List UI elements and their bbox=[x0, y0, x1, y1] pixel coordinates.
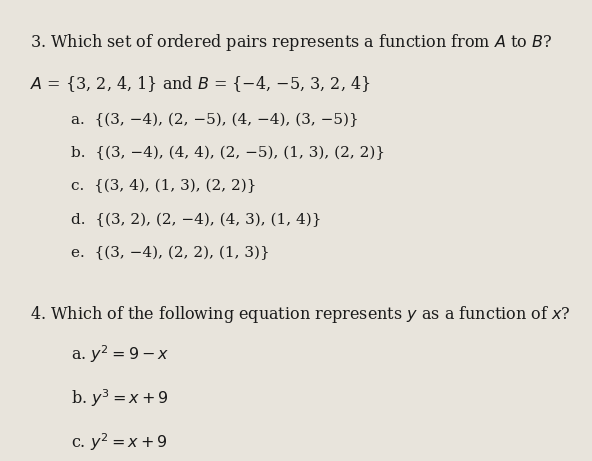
Text: b. $\mathit{y}^3 = \mathit{x} + 9$: b. $\mathit{y}^3 = \mathit{x} + 9$ bbox=[71, 387, 169, 409]
Text: a.  {(3, −4), (2, −5), (4, −4), (3, −5)}: a. {(3, −4), (2, −5), (4, −4), (3, −5)} bbox=[71, 113, 359, 127]
Text: d.  {(3, 2), (2, −4), (4, 3), (1, 4)}: d. {(3, 2), (2, −4), (4, 3), (1, 4)} bbox=[71, 213, 321, 227]
Text: 3. Which set of ordered pairs represents a function from $\it{A}$ to $\it{B}$?: 3. Which set of ordered pairs represents… bbox=[30, 32, 552, 53]
Text: $\it{A}$ = {3, 2, 4, 1} and $\it{B}$ = {−4, −5, 3, 2, 4}: $\it{A}$ = {3, 2, 4, 1} and $\it{B}$ = {… bbox=[30, 74, 370, 94]
Text: a. $\mathit{y}^2 = 9 - \mathit{x}$: a. $\mathit{y}^2 = 9 - \mathit{x}$ bbox=[71, 343, 169, 365]
Text: e.  {(3, −4), (2, 2), (1, 3)}: e. {(3, −4), (2, 2), (1, 3)} bbox=[71, 246, 270, 260]
Text: c. $\mathit{y}^2 = \mathit{x} + 9$: c. $\mathit{y}^2 = \mathit{x} + 9$ bbox=[71, 431, 168, 453]
Text: c.  {(3, 4), (1, 3), (2, 2)}: c. {(3, 4), (1, 3), (2, 2)} bbox=[71, 179, 256, 194]
Text: b.  {(3, −4), (4, 4), (2, −5), (1, 3), (2, 2)}: b. {(3, −4), (4, 4), (2, −5), (1, 3), (2… bbox=[71, 146, 385, 160]
Text: 4. Which of the following equation represents $\it{y}$ as a function of $\it{x}$: 4. Which of the following equation repre… bbox=[30, 304, 570, 325]
